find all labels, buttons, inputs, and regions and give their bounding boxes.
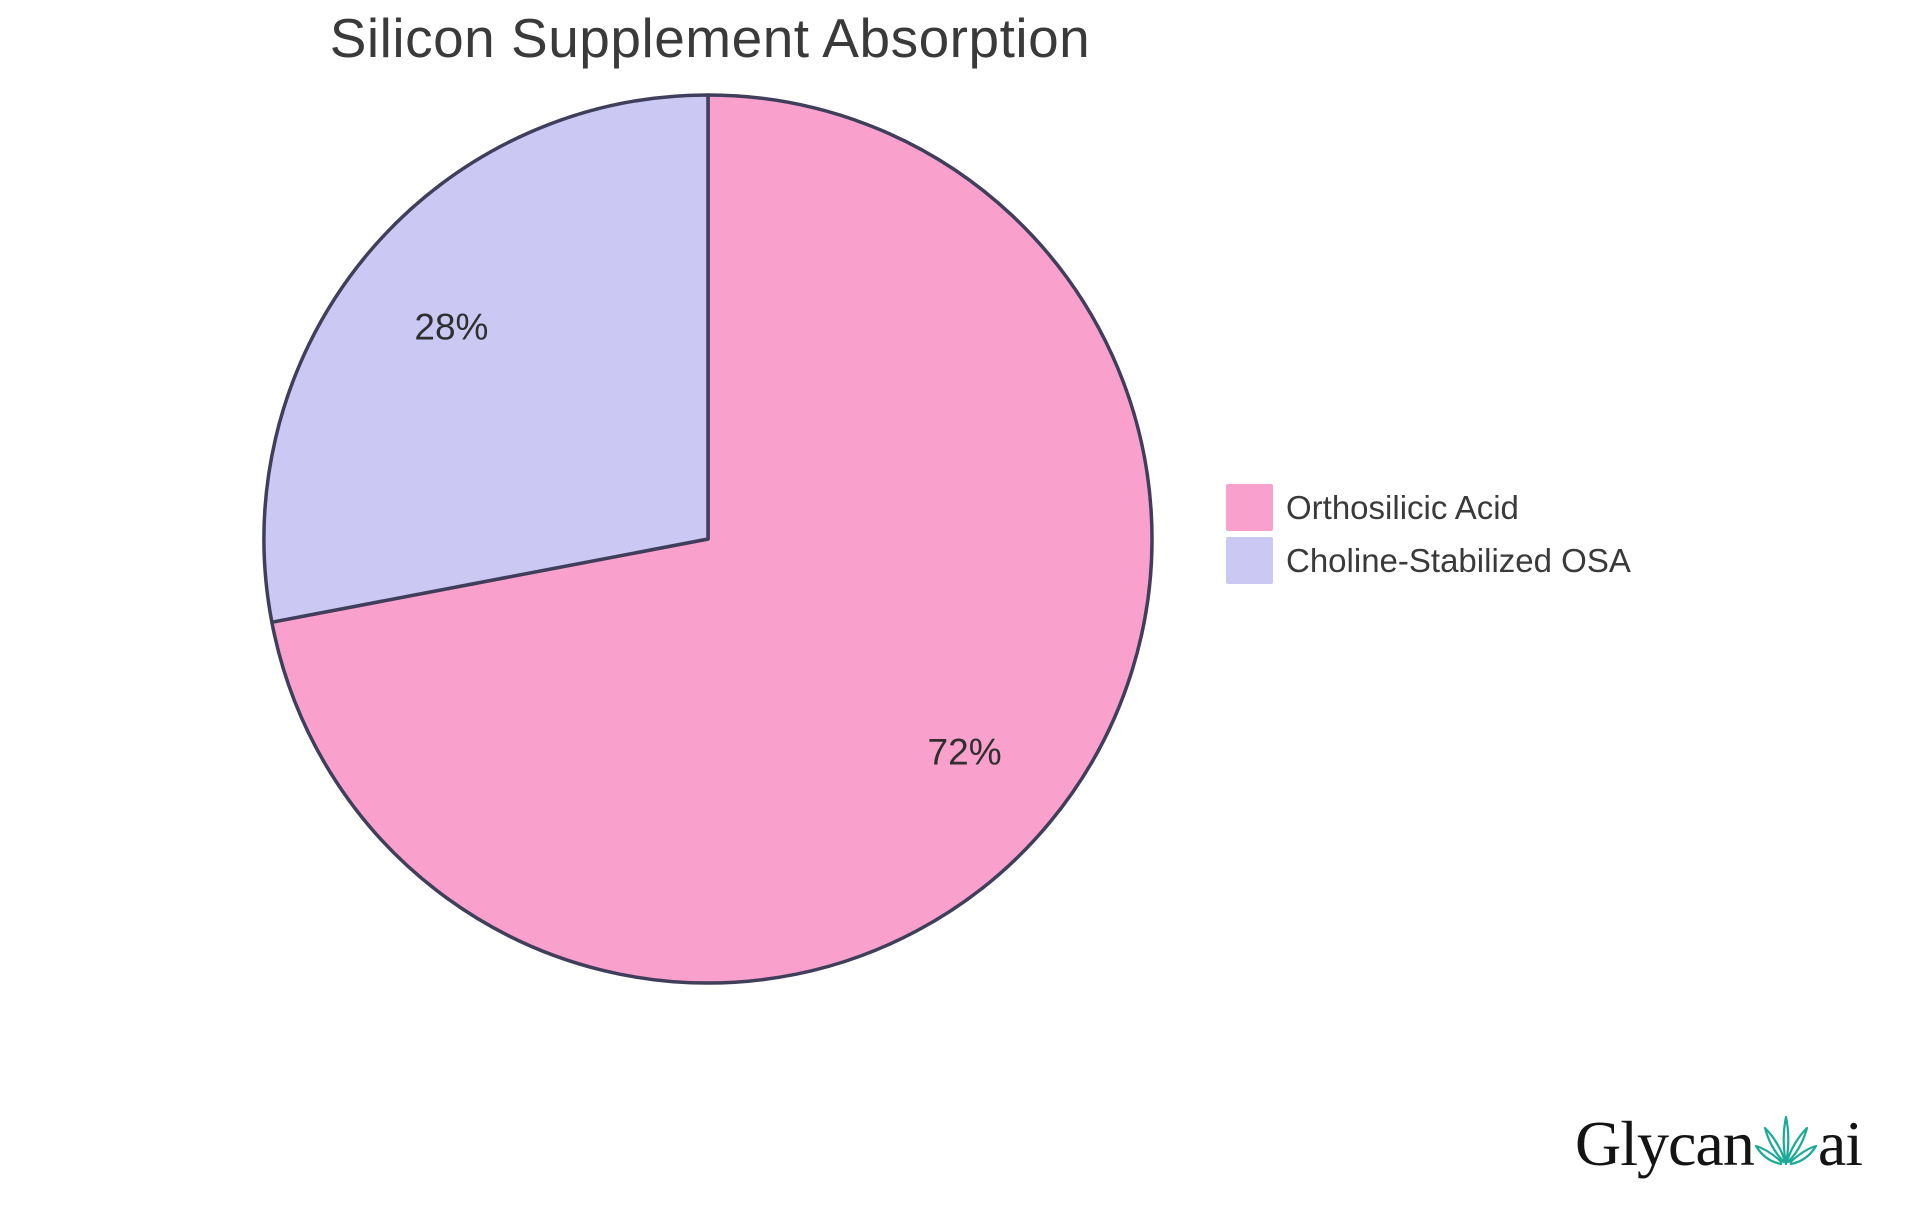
legend-label-choline-stabilized-osa: Choline-Stabilized OSA [1286, 541, 1631, 579]
pie-slice-1 [262, 93, 710, 624]
brand-logo: Glycan ai [1575, 1108, 1863, 1179]
legend-swatch-orthosilicic-acid [1226, 484, 1273, 531]
legend-label-orthosilicic-acid: Orthosilicic Acid [1286, 488, 1519, 526]
agave-plant-icon [1754, 1116, 1817, 1166]
brand-text-glycan: Glycan [1575, 1108, 1755, 1179]
slice-label-0: 72% [928, 731, 1002, 772]
slice-label-1: 28% [414, 307, 488, 348]
brand-text-ai: ai [1817, 1108, 1863, 1179]
legend: Orthosilicic Acid Choline-Stabilized OSA [1226, 484, 1631, 584]
legend-item-orthosilicic-acid: Orthosilicic Acid [1226, 484, 1631, 531]
legend-item-choline-stabilized-osa: Choline-Stabilized OSA [1226, 537, 1631, 584]
pie-slice-0 [270, 93, 1154, 985]
pie-chart: 72% 28% [262, 93, 1154, 985]
legend-swatch-choline-stabilized-osa [1226, 537, 1273, 584]
chart-title: Silicon Supplement Absorption [329, 7, 1091, 69]
